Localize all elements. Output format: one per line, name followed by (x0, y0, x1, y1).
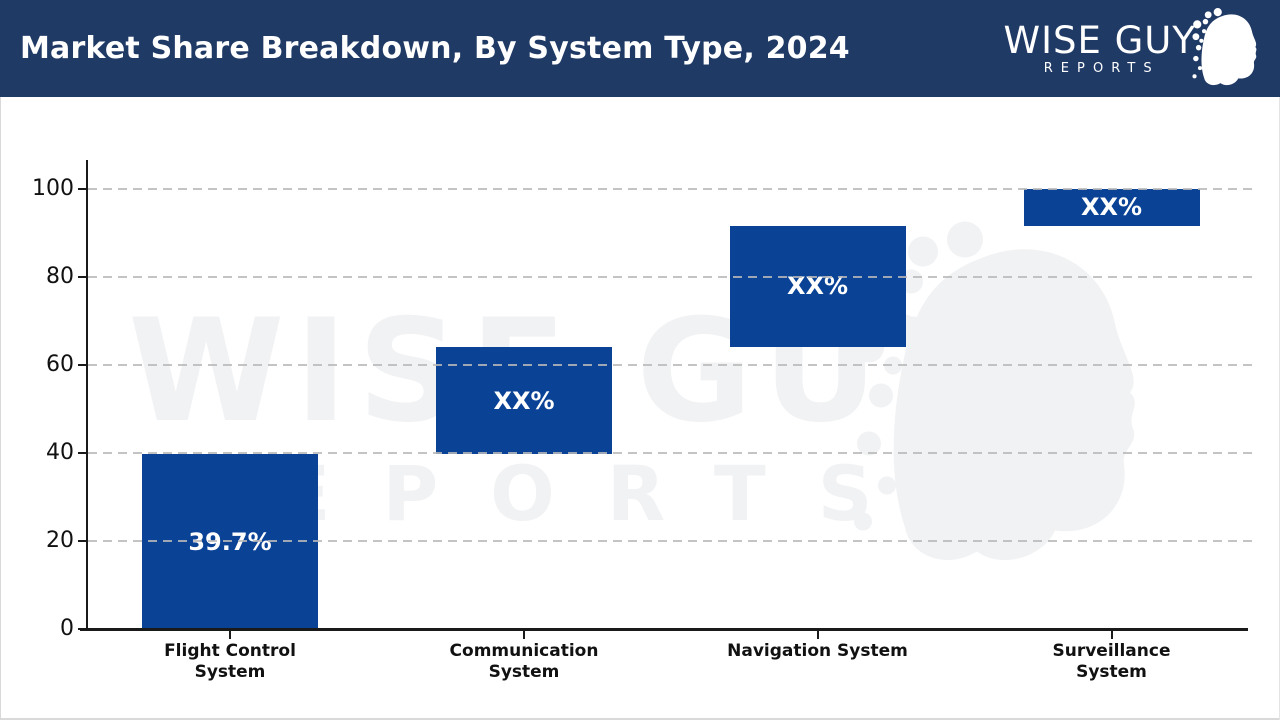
chart-title: Market Share Breakdown, By System Type, … (20, 31, 850, 66)
x-tick-mark-2 (816, 631, 819, 639)
y-tick-label-100: 100 (32, 176, 74, 201)
page-left-edge (0, 97, 1, 720)
y-axis-line (86, 160, 88, 630)
y-tick-label-80: 80 (46, 264, 74, 289)
y-tick-mark-20 (78, 540, 86, 542)
y-tick-label-0: 0 (60, 616, 74, 641)
y-tick-label-20: 20 (46, 528, 74, 553)
x-category-label-flight-control: Flight Control System (164, 641, 296, 682)
wiseguy-logo: WISE GUY REPORTS (1004, 6, 1266, 92)
bar-value-label: XX% (493, 386, 555, 415)
y-tick-mark-60 (78, 364, 86, 366)
header-banner: Market Share Breakdown, By System Type, … (0, 0, 1280, 97)
gridline-80 (88, 276, 1255, 278)
x-tick-mark-0 (229, 631, 231, 639)
logo-face-dots-icon (1192, 8, 1257, 86)
bar-value-label: XX% (1080, 193, 1143, 222)
y-tick-mark-100 (78, 188, 86, 190)
bar-navigation-system: XX% (729, 225, 906, 347)
x-tick-mark-1 (523, 631, 525, 639)
page-bottom-edge (0, 718, 1280, 720)
chart-area: WISE GUY REPORTS 39.7% XX% XX% (0, 97, 1280, 720)
y-tick-label-60: 60 (46, 352, 74, 377)
x-tick-mark-3 (1110, 631, 1113, 639)
x-category-label-communication: Communication System (449, 641, 599, 682)
y-tick-label-40: 40 (46, 440, 74, 465)
x-axis-line (80, 628, 1248, 631)
y-tick-mark-80 (78, 276, 86, 278)
bar-surveillance-system: XX% (1023, 189, 1200, 226)
gridline-40 (88, 452, 1255, 454)
logo-wordmark-main: WISE GUY (1003, 19, 1196, 62)
x-category-label-navigation: Navigation System (727, 641, 908, 661)
gridline-60 (88, 364, 1255, 366)
logo-wordmark: WISE GUY REPORTS (1004, 21, 1196, 77)
gridline-20 (88, 540, 1255, 542)
x-category-label-surveillance: Surveillance System (1052, 641, 1171, 682)
gridline-100 (88, 188, 1255, 190)
logo-wordmark-sub: REPORTS (1043, 61, 1160, 76)
y-tick-mark-40 (78, 452, 86, 454)
y-tick-mark-0 (78, 628, 86, 630)
